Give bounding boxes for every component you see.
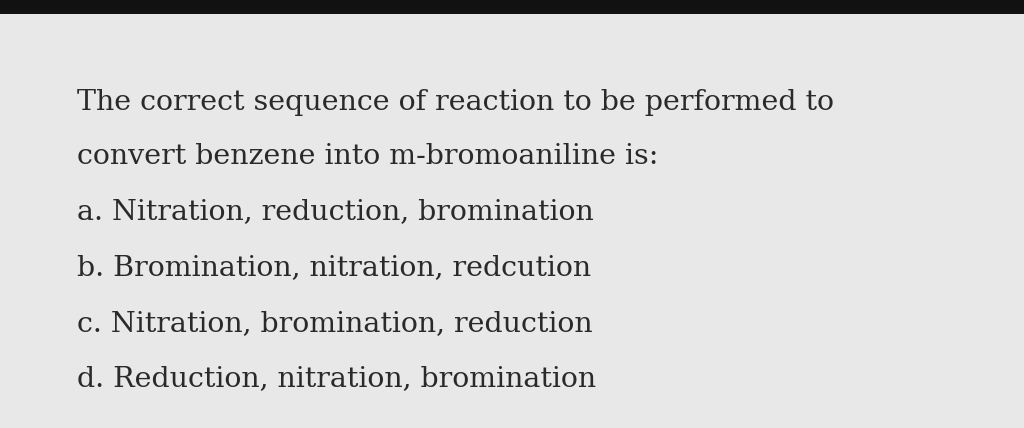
- Text: convert benzene into m-bromoaniline is:: convert benzene into m-bromoaniline is:: [77, 143, 658, 170]
- Text: The correct sequence of reaction to be performed to: The correct sequence of reaction to be p…: [77, 89, 834, 116]
- Text: c. Nitration, bromination, reduction: c. Nitration, bromination, reduction: [77, 309, 593, 337]
- Text: b. Bromination, nitration, redcution: b. Bromination, nitration, redcution: [77, 254, 591, 281]
- Text: d. Reduction, nitration, bromination: d. Reduction, nitration, bromination: [77, 365, 596, 392]
- Text: a. Nitration, reduction, bromination: a. Nitration, reduction, bromination: [77, 198, 594, 226]
